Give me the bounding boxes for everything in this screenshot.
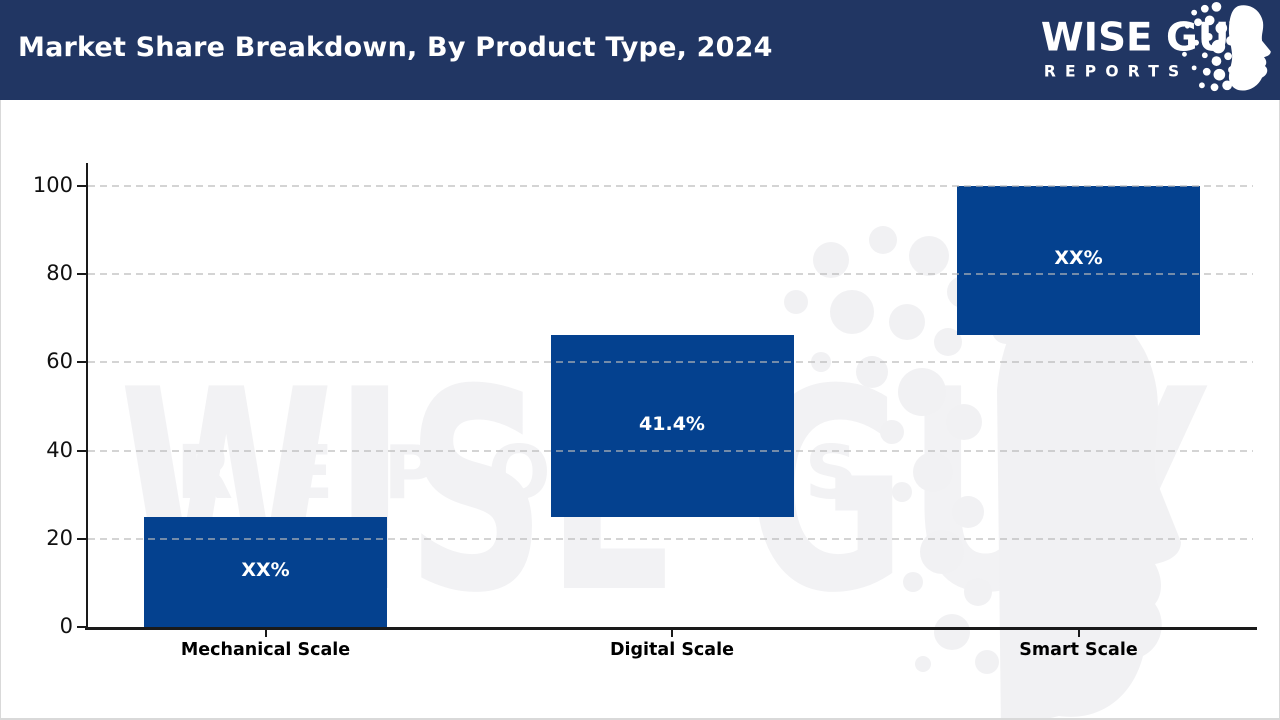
logo-dots <box>1182 1 1236 92</box>
chart-title: Market Share Breakdown, By Product Type,… <box>18 31 773 63</box>
y-axis-line <box>86 163 88 629</box>
y-tick-label: 40 <box>46 437 73 462</box>
y-tick-mark <box>77 626 86 628</box>
gridline-y100 <box>88 185 1253 187</box>
header-bar: Market Share Breakdown, By Product Type,… <box>0 0 1280 100</box>
y-tick-label: 60 <box>46 349 73 374</box>
x-axis-line <box>85 627 1257 630</box>
y-tick-mark <box>77 361 86 364</box>
x-tick-mark <box>1077 629 1080 637</box>
watermark-face-dots <box>784 226 1181 718</box>
x-tick-label: Digital Scale <box>610 640 734 660</box>
y-tick-label: 20 <box>46 525 73 550</box>
gridline-y60 <box>88 361 1253 364</box>
bar-digital-scale <box>550 334 794 518</box>
x-tick-label: Smart Scale <box>1019 640 1138 660</box>
wise-guy-logo-graphic: WISE GUY REPORTS <box>1041 1 1271 92</box>
x-tick-label: Mechanical Scale <box>180 640 351 660</box>
gridline-y80 <box>88 273 1253 276</box>
y-tick-label: 0 <box>59 614 73 638</box>
y-tick-label: 100 <box>32 173 73 197</box>
bar-value-label: 41.4% <box>639 412 705 435</box>
bar-value-label: XX% <box>1054 247 1103 270</box>
x-tick-mark <box>671 629 673 637</box>
bar-smart-scale <box>957 186 1200 335</box>
y-tick-mark <box>77 273 86 276</box>
y-tick-mark <box>77 449 86 452</box>
logo-face-profile <box>1228 5 1271 91</box>
bar-value-label: XX% <box>241 559 290 582</box>
y-tick-mark <box>77 537 86 540</box>
x-tick-mark <box>264 629 267 637</box>
gridline-y40 <box>88 449 1253 452</box>
bar-mechanical-scale <box>144 517 387 627</box>
y-tick-mark <box>77 185 86 187</box>
y-tick-label: 80 <box>46 261 73 286</box>
wise-guy-logo: WISE GUY REPORTS <box>994 0 1276 100</box>
plot-area: WISE GUY REPORTS 0 20 40 60 80 100 XX% Mechanic… <box>1 100 1280 718</box>
logo-subtext: REPORTS <box>1044 63 1189 81</box>
gridline-y20 <box>88 537 1253 540</box>
